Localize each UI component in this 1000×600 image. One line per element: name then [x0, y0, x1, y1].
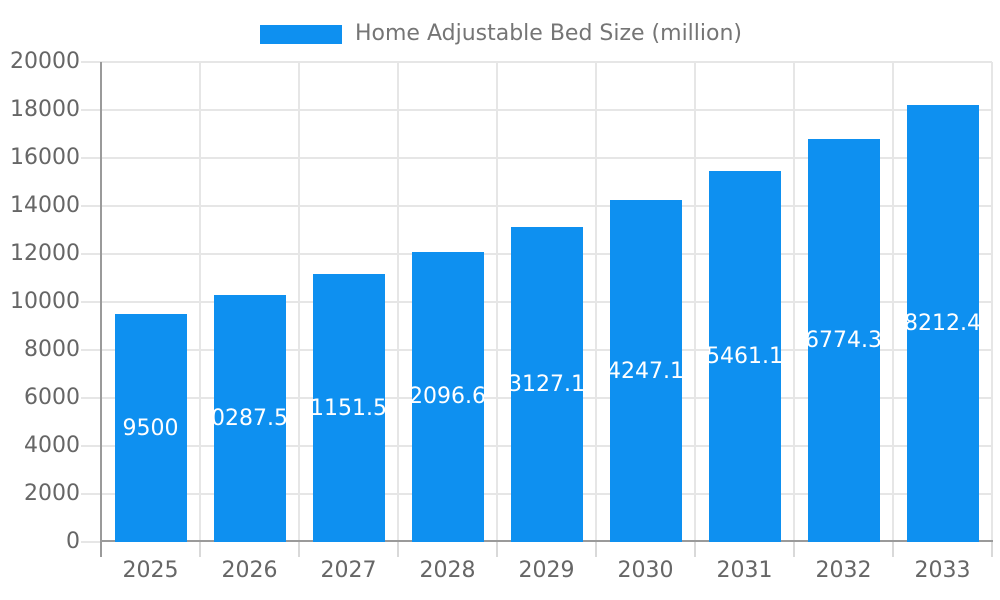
- bar-value-label: 13127.18: [510, 371, 583, 397]
- y-tick-mark: [81, 205, 101, 207]
- legend-label: Home Adjustable Bed Size (million): [355, 21, 743, 46]
- x-axis-tick-label: 2031: [716, 558, 773, 583]
- v-gridline: [595, 62, 597, 542]
- bar-value-label: 10287.55: [213, 406, 286, 432]
- x-axis-tick-label: 2029: [518, 558, 575, 583]
- v-gridline: [199, 62, 201, 542]
- y-tick-mark: [81, 445, 101, 447]
- y-tick-mark: [81, 157, 101, 159]
- y-tick-mark: [81, 301, 101, 303]
- bar: 10287.55: [213, 295, 286, 542]
- y-axis-tick-label: 12000: [10, 241, 80, 266]
- bar-value-label: 18212.48: [906, 310, 979, 336]
- x-tick-mark: [199, 542, 201, 557]
- x-tick-mark: [298, 542, 300, 557]
- v-gridline: [991, 62, 993, 542]
- x-axis-tick-label: 2032: [815, 558, 872, 583]
- y-tick-mark: [81, 397, 101, 399]
- chart-legend: Home Adjustable Bed Size (million): [260, 22, 742, 46]
- y-axis-tick-label: 8000: [24, 337, 80, 362]
- bar: 14247.18: [609, 200, 682, 542]
- y-tick-mark: [81, 253, 101, 255]
- y-axis-tick-label: 2000: [24, 481, 80, 506]
- x-tick-mark: [991, 542, 993, 557]
- x-tick-mark: [694, 542, 696, 557]
- h-gridline: [101, 157, 992, 159]
- x-axis-tick-label: 2033: [914, 558, 971, 583]
- bar: 13127.18: [510, 226, 583, 542]
- x-tick-mark: [100, 542, 102, 557]
- bar: 11151.55: [312, 274, 385, 542]
- x-tick-mark: [793, 542, 795, 557]
- y-tick-mark: [81, 493, 101, 495]
- bar-value-label: 11151.55: [312, 395, 385, 421]
- bar: 12096.68: [411, 251, 484, 542]
- x-axis-tick-label: 2027: [320, 558, 377, 583]
- x-axis-tick-label: 2025: [122, 558, 179, 583]
- h-gridline: [101, 61, 992, 63]
- bar-value-label: 12096.68: [411, 384, 484, 410]
- y-axis-tick-label: 10000: [10, 289, 80, 314]
- y-tick-mark: [81, 349, 101, 351]
- bar-value-label: 14247.18: [609, 358, 682, 384]
- y-axis-tick-label: 18000: [10, 97, 80, 122]
- h-gridline: [101, 205, 992, 207]
- y-axis-line: [100, 62, 102, 542]
- v-gridline: [298, 62, 300, 542]
- x-axis-tick-label: 2026: [221, 558, 278, 583]
- y-tick-mark: [81, 541, 101, 543]
- v-gridline: [496, 62, 498, 542]
- v-gridline: [793, 62, 795, 542]
- y-tick-mark: [81, 61, 101, 63]
- y-axis-tick-label: 16000: [10, 145, 80, 170]
- bar-value-label: 15461.18: [708, 343, 781, 369]
- h-gridline: [101, 109, 992, 111]
- y-axis-tick-label: 4000: [24, 433, 80, 458]
- x-tick-mark: [595, 542, 597, 557]
- y-axis-tick-label: 6000: [24, 385, 80, 410]
- x-axis-tick-label: 2028: [419, 558, 476, 583]
- bar-value-label: 9500: [122, 415, 179, 441]
- x-tick-mark: [496, 542, 498, 557]
- v-gridline: [694, 62, 696, 542]
- y-axis-tick-label: 0: [66, 529, 80, 554]
- y-tick-mark: [81, 109, 101, 111]
- v-gridline: [892, 62, 894, 542]
- v-gridline: [397, 62, 399, 542]
- x-axis-tick-label: 2030: [617, 558, 674, 583]
- x-tick-mark: [892, 542, 894, 557]
- bar: 15461.18: [708, 170, 781, 542]
- y-axis-tick-label: 14000: [10, 193, 80, 218]
- legend-swatch: [260, 24, 342, 44]
- bar: 9500: [114, 314, 187, 542]
- y-axis-tick-label: 20000: [10, 49, 80, 74]
- x-tick-mark: [397, 542, 399, 557]
- bar: 18212.48: [906, 104, 979, 542]
